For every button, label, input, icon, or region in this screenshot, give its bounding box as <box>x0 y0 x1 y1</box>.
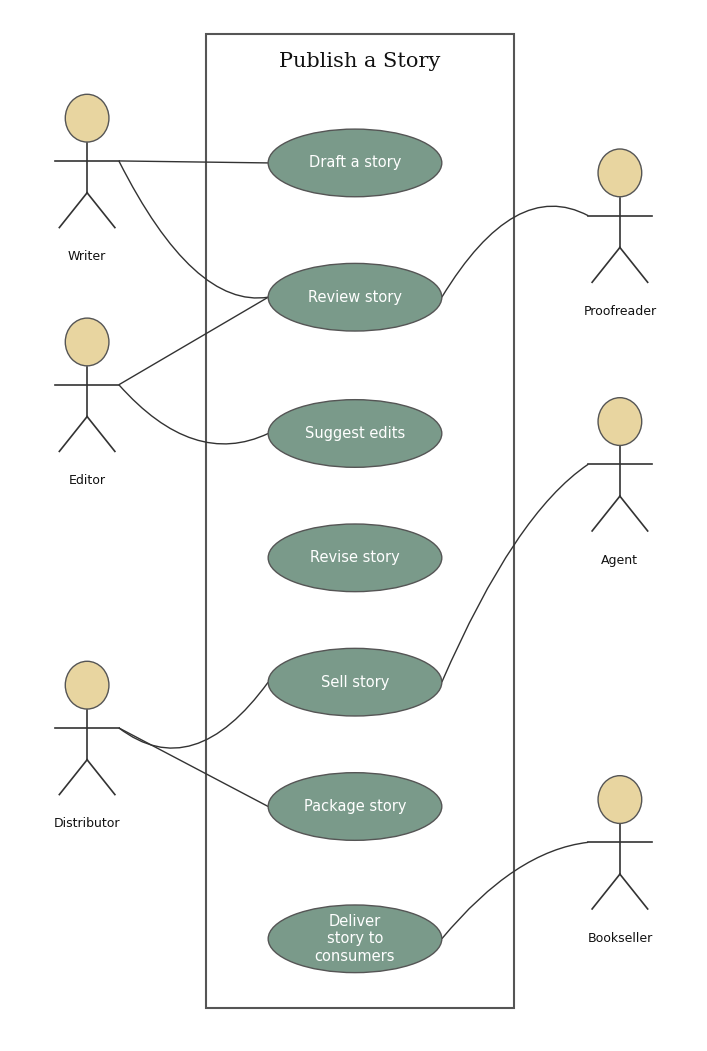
Ellipse shape <box>268 772 442 841</box>
Text: Agent: Agent <box>602 554 638 566</box>
Ellipse shape <box>65 95 109 142</box>
Text: Suggest edits: Suggest edits <box>305 426 405 441</box>
Text: Bookseller: Bookseller <box>588 932 653 945</box>
Text: Draft a story: Draft a story <box>309 156 401 170</box>
Ellipse shape <box>598 397 642 446</box>
Text: Distributor: Distributor <box>54 818 120 830</box>
Ellipse shape <box>268 129 442 197</box>
Ellipse shape <box>598 776 642 823</box>
Ellipse shape <box>268 264 442 331</box>
Ellipse shape <box>65 318 109 366</box>
Text: Revise story: Revise story <box>310 551 400 565</box>
Text: Review story: Review story <box>308 290 402 305</box>
Ellipse shape <box>598 149 642 197</box>
Ellipse shape <box>65 661 109 709</box>
Text: Writer: Writer <box>68 250 106 264</box>
Text: Package story: Package story <box>304 799 407 815</box>
Ellipse shape <box>268 524 442 592</box>
Text: Publish a Story: Publish a Story <box>279 51 440 70</box>
Ellipse shape <box>268 648 442 716</box>
Text: Editor: Editor <box>69 474 105 488</box>
Ellipse shape <box>268 399 442 468</box>
Text: Sell story: Sell story <box>321 675 389 689</box>
FancyBboxPatch shape <box>206 34 514 1008</box>
Ellipse shape <box>268 905 442 972</box>
Text: Proofreader: Proofreader <box>583 305 657 318</box>
Text: Deliver
story to
consumers: Deliver story to consumers <box>315 914 395 964</box>
